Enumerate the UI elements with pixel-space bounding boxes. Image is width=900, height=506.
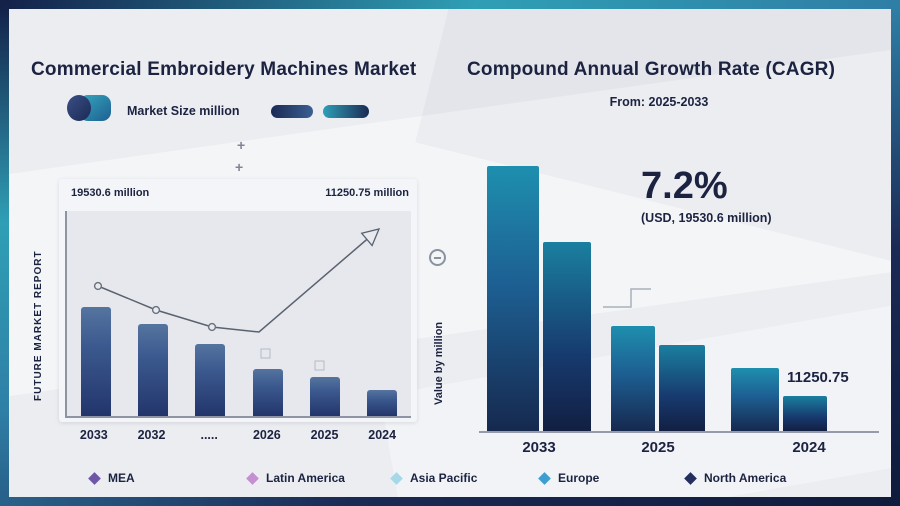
left-panel-title: Commercial Embroidery Machines Market [31, 59, 417, 80]
cagr-bar-2025-2 [659, 344, 705, 431]
legend-diamond-icon [684, 471, 697, 485]
market-size-bar-2033 [80, 307, 111, 416]
cagr-bar-2033-1 [487, 166, 539, 431]
cagr-year-label-2024: 2024 [792, 439, 826, 456]
legend-diamond-icon [390, 471, 403, 485]
database-cylinder-icon [65, 93, 117, 128]
market-size-plot-area [65, 211, 411, 418]
legend-item-label: MEA [108, 471, 135, 485]
market-size-x-axis-labels: 2033 2032..... 2026 2025 2024 [65, 428, 411, 442]
cagr-bar-2025-1 [611, 325, 655, 431]
legend-diamond-icon [246, 471, 259, 485]
cagr-2024-value-annotation: 11250.75 [787, 369, 849, 386]
cagr-percentage-value: 7.2% [641, 165, 728, 207]
cagr-year-label-2025: 2025 [641, 439, 675, 456]
market-size-bar-2032 [137, 323, 168, 416]
legend-item-label: Europe [558, 471, 600, 485]
cagr-bar-chart [479, 161, 879, 433]
legend-item-north-america: North America [684, 465, 787, 491]
market-size-bar-2026 [252, 368, 283, 416]
legend-item-latin-america: Latin America [246, 465, 345, 491]
region-legend: MEA Latin America Asia Pacific Europe North … [31, 465, 869, 491]
cagr-bar-2024-2 [783, 395, 827, 431]
cagr-period-subtitle: From: 2025-2033 [609, 95, 709, 109]
legend-item-label: Asia Pacific [410, 471, 478, 485]
market-size-bar-..... [195, 344, 226, 416]
cagr-year-label-2033: 2033 [522, 439, 556, 456]
market-size-bar-2024 [367, 390, 398, 416]
legend-diamond-icon [88, 471, 101, 485]
legend-item-europe: Europe [538, 465, 600, 491]
plus-decoration-icon: + [235, 159, 244, 175]
x-axis-label: 2026 [252, 428, 281, 442]
x-axis-label: ..... [200, 428, 218, 442]
legend-item-label: Latin America [266, 471, 345, 485]
right-panel-title: Compound Annual Growth Rate (CAGR) [467, 59, 836, 80]
cagr-bar-2033-2 [543, 242, 591, 431]
legend-pill-teal [323, 105, 369, 118]
value-annotation-2033: 19530.6 million [71, 187, 150, 199]
x-axis-label: 2025 [310, 428, 339, 442]
legend-pill-navy [271, 105, 313, 118]
circle-minus-icon [429, 249, 446, 266]
legend-item-mea: MEA [88, 465, 135, 491]
legend-pills [271, 105, 369, 118]
market-size-bar-2025 [309, 377, 340, 416]
market-size-legend: Market Size million [65, 93, 240, 128]
value-by-million-label: Value by million [433, 321, 445, 406]
plus-decoration-icon: + [237, 137, 246, 153]
legend-item-label: North America [704, 471, 787, 485]
future-market-report-label: FUTURE MARKET REPORT [33, 250, 44, 402]
legend-item-asia-pacific: Asia Pacific [390, 465, 478, 491]
cagr-bar-2024-1 [731, 367, 779, 431]
cagr-usd-note: (USD, 19530.6 million) [641, 211, 772, 225]
market-size-legend-label: Market Size million [127, 103, 240, 118]
market-size-chart-card: 19530.6 million 11250.75 million [59, 179, 417, 422]
cagr-year-labels: 2033 2025 2024 [479, 439, 879, 459]
x-axis-label: 2032 [137, 428, 166, 442]
legend-diamond-icon [538, 471, 551, 485]
value-annotation-2024: 11250.75 million [325, 187, 409, 199]
x-axis-label: 2024 [368, 428, 397, 442]
x-axis-label: 2033 [79, 428, 108, 442]
